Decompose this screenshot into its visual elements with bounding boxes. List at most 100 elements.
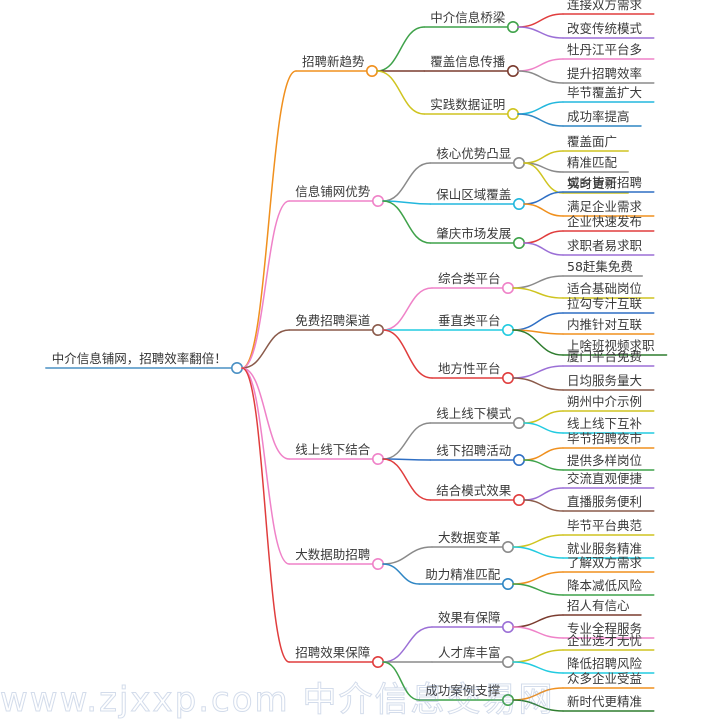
sub-label-1-1[interactable]: 保山区域覆盖 xyxy=(436,186,512,202)
sub-label-5-0[interactable]: 效果有保障 xyxy=(438,609,501,625)
sub-label-2-2[interactable]: 地方性平台 xyxy=(438,360,501,376)
leaf-label-5-1-1[interactable]: 降低招聘风险 xyxy=(567,655,643,671)
branch-node-2[interactable] xyxy=(371,323,384,336)
leaf-label-2-2-1[interactable]: 日均服务量大 xyxy=(567,372,643,388)
sub-label-2-0[interactable]: 综合类平台 xyxy=(438,270,501,286)
sub-node-0-2[interactable] xyxy=(506,108,519,121)
leaf-label-2-0-1[interactable]: 适合基础岗位 xyxy=(567,280,643,296)
branch-node-1-circle[interactable] xyxy=(371,195,384,208)
leaf-label-3-2-1[interactable]: 直播服务便利 xyxy=(567,493,643,509)
leaf-label-0-0-1[interactable]: 改变传统模式 xyxy=(567,20,643,36)
branch-label-4[interactable]: 大数据助招聘 xyxy=(295,546,371,562)
leaf-label-0-2-0[interactable]: 毕节覆盖扩大 xyxy=(567,84,643,100)
leaf-label-1-0-2[interactable]: 实时更新 xyxy=(567,175,618,191)
leaf-label-0-0-0[interactable]: 连接双方需求 xyxy=(567,0,643,12)
sub-node-5-0[interactable] xyxy=(501,620,514,633)
sub-node-3-2-circle[interactable] xyxy=(512,493,525,506)
sub-node-5-2[interactable] xyxy=(501,693,514,706)
leaf-label-1-1-0[interactable]: 城乡皆可招聘 xyxy=(567,174,643,190)
sub-node-5-2-circle[interactable] xyxy=(501,693,514,706)
sub-label-0-2[interactable]: 实践数据证明 xyxy=(430,96,506,112)
leaf-label-5-1-0[interactable]: 企业选才无忧 xyxy=(567,632,643,648)
leaf-label-2-1-0[interactable]: 拉勾专汁互联 xyxy=(567,295,643,311)
branch-node-4-circle[interactable] xyxy=(371,557,384,570)
leaf-label-1-2-1[interactable]: 求职者易求职 xyxy=(567,237,643,253)
leaf-label-2-1-2[interactable]: 上啥班视频求职 xyxy=(567,337,655,353)
root-node[interactable] xyxy=(231,361,244,374)
branch-node-3[interactable] xyxy=(371,452,384,465)
sub-node-2-0[interactable] xyxy=(501,281,514,294)
branch-node-5-circle[interactable] xyxy=(371,655,384,668)
leaf-label-0-1-1[interactable]: 提升招聘效率 xyxy=(567,65,643,81)
sub-label-5-1[interactable]: 人才库丰富 xyxy=(438,644,501,660)
leaf-label-2-2-0[interactable]: 厦门平台免费 xyxy=(567,348,643,364)
root-node-circle[interactable] xyxy=(231,361,244,374)
sub-node-4-0-circle[interactable] xyxy=(501,540,514,553)
sub-node-1-0-circle[interactable] xyxy=(512,157,525,170)
sub-node-3-1[interactable] xyxy=(512,453,525,466)
leaf-label-3-0-1[interactable]: 线上线下互补 xyxy=(567,415,643,431)
branch-label-1[interactable]: 信息铺网优势 xyxy=(295,183,371,199)
sub-node-4-1[interactable] xyxy=(501,577,514,590)
sub-node-3-0[interactable] xyxy=(512,416,525,429)
sub-node-5-1[interactable] xyxy=(501,655,514,668)
leaf-label-1-2-0[interactable]: 企业快速发布 xyxy=(567,213,643,229)
branch-node-1[interactable] xyxy=(371,195,384,208)
sub-node-2-2[interactable] xyxy=(501,371,514,384)
sub-node-1-0[interactable] xyxy=(512,157,525,170)
branch-node-5[interactable] xyxy=(371,655,384,668)
leaf-label-0-1-0[interactable]: 牡丹江平台多 xyxy=(567,41,643,57)
sub-label-2-1[interactable]: 垂直类平台 xyxy=(438,312,501,328)
leaf-label-1-0-0[interactable]: 覆盖面广 xyxy=(567,133,618,149)
sub-label-1-2[interactable]: 肇庆市场发展 xyxy=(436,225,512,241)
leaf-label-4-0-1[interactable]: 就业服务精准 xyxy=(567,540,643,556)
sub-label-4-1[interactable]: 助力精准匹配 xyxy=(425,566,501,582)
sub-node-2-2-circle[interactable] xyxy=(501,371,514,384)
sub-node-4-0[interactable] xyxy=(501,540,514,553)
leaf-label-1-1-1[interactable]: 满足企业需求 xyxy=(567,198,643,214)
sub-node-0-2-circle[interactable] xyxy=(506,108,519,121)
sub-label-3-2[interactable]: 结合模式效果 xyxy=(436,482,512,498)
leaf-label-4-1-1[interactable]: 降本减低风险 xyxy=(567,577,643,593)
leaf-label-5-2-0[interactable]: 众多企业受益 xyxy=(567,670,643,686)
branch-node-4[interactable] xyxy=(371,557,384,570)
branch-node-2-circle[interactable] xyxy=(371,323,384,336)
leaf-label-0-2-1[interactable]: 成功率提高 xyxy=(567,108,630,124)
branch-node-0[interactable] xyxy=(365,65,378,78)
sub-label-5-2[interactable]: 成功案例支撑 xyxy=(425,682,501,698)
leaf-label-5-0-1[interactable]: 专业全程服务 xyxy=(567,620,643,636)
leaf-label-1-0-1[interactable]: 精准匹配 xyxy=(567,154,618,170)
sub-node-3-0-circle[interactable] xyxy=(512,416,525,429)
sub-node-5-1-circle[interactable] xyxy=(501,655,514,668)
branch-label-2[interactable]: 免费招聘渠道 xyxy=(295,312,371,328)
branch-node-0-circle[interactable] xyxy=(365,65,378,78)
sub-label-3-1[interactable]: 线下招聘活动 xyxy=(436,442,512,458)
sub-label-1-0[interactable]: 核心优势凸显 xyxy=(436,145,512,161)
branch-label-5[interactable]: 招聘效果保障 xyxy=(295,644,371,660)
sub-node-2-0-circle[interactable] xyxy=(501,281,514,294)
leaf-label-4-0-0[interactable]: 毕节平台典范 xyxy=(567,517,643,533)
leaf-label-3-0-0[interactable]: 朔州中介示例 xyxy=(567,393,643,409)
leaf-label-4-1-0[interactable]: 了解双方需求 xyxy=(567,554,643,570)
sub-label-0-0[interactable]: 中介信息桥梁 xyxy=(430,9,506,25)
leaf-label-2-0-0[interactable]: 58赶集免费 xyxy=(567,258,633,274)
root-node-label[interactable]: 中介信息铺网，招聘效率翻倍！ xyxy=(51,350,227,366)
leaf-label-3-1-1[interactable]: 提供多样岗位 xyxy=(567,452,643,468)
sub-node-1-2[interactable] xyxy=(512,237,525,250)
sub-node-2-1[interactable] xyxy=(501,323,514,336)
sub-node-3-2[interactable] xyxy=(512,493,525,506)
leaf-label-5-0-0[interactable]: 招人有信心 xyxy=(567,597,630,613)
branch-node-3-circle[interactable] xyxy=(371,452,384,465)
sub-node-0-0[interactable] xyxy=(506,20,519,33)
sub-label-4-0[interactable]: 大数据变革 xyxy=(438,529,501,545)
sub-node-4-1-circle[interactable] xyxy=(501,577,514,590)
sub-node-1-2-circle[interactable] xyxy=(512,237,525,250)
sub-node-0-1-circle[interactable] xyxy=(506,65,519,78)
sub-node-3-1-circle[interactable] xyxy=(512,453,525,466)
sub-node-2-1-circle[interactable] xyxy=(501,323,514,336)
sub-node-5-0-circle[interactable] xyxy=(501,620,514,633)
sub-label-3-0[interactable]: 线上线下模式 xyxy=(436,405,512,421)
sub-label-0-1[interactable]: 覆盖信息传播 xyxy=(430,53,506,69)
leaf-label-2-1-1[interactable]: 内推针对互联 xyxy=(567,316,643,332)
sub-node-1-1[interactable] xyxy=(512,198,525,211)
